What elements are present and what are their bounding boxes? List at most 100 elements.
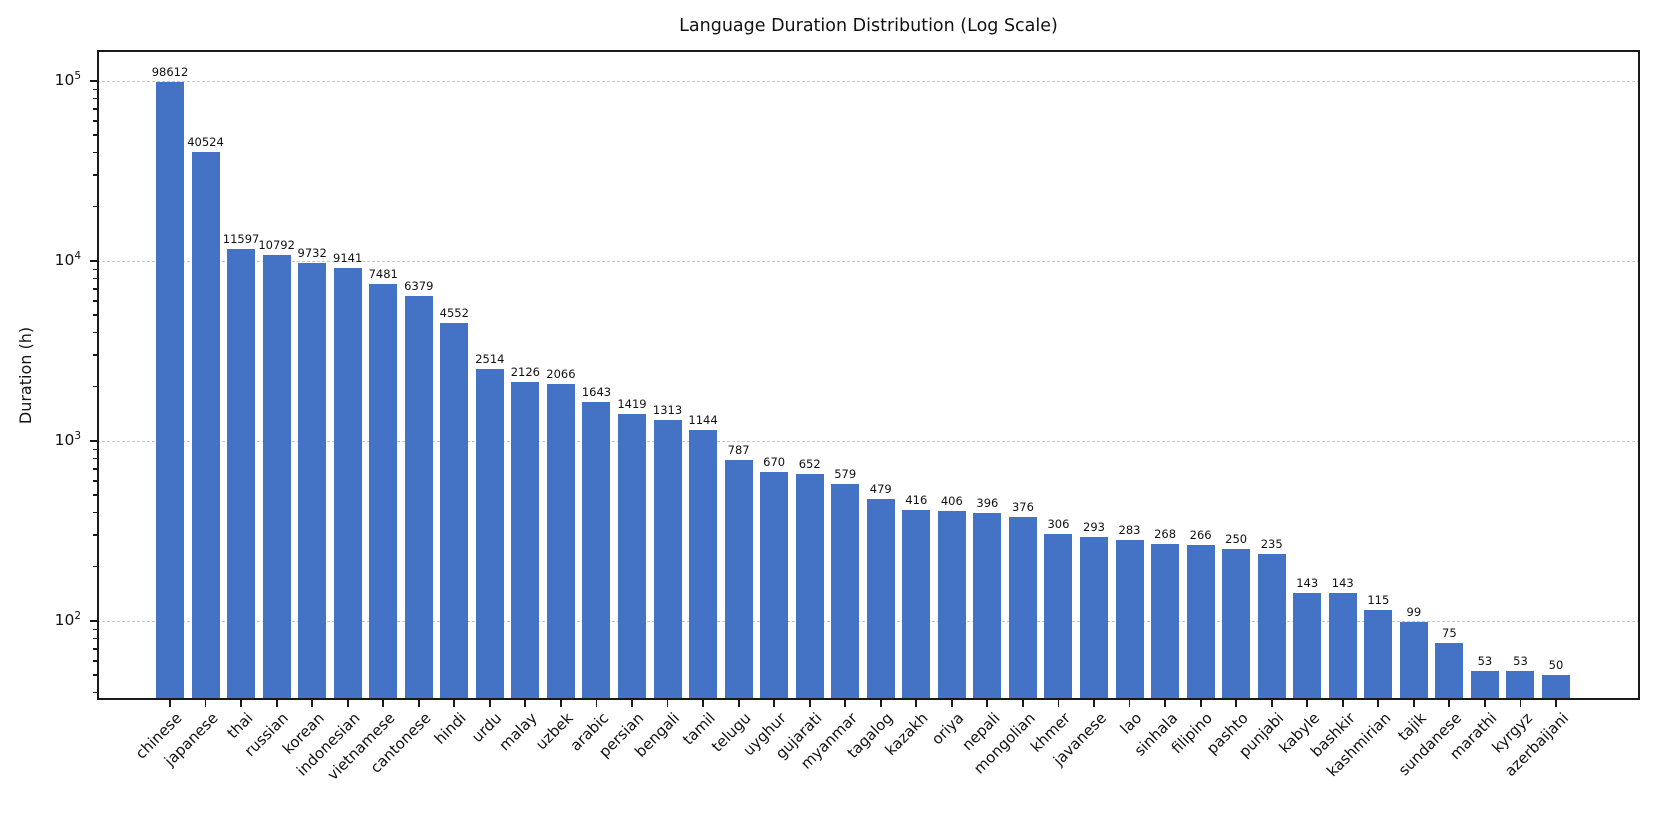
y-tick-major [90, 260, 97, 262]
y-tick-minor [93, 628, 97, 630]
bar-value-label: 40524 [187, 134, 224, 149]
bar [475, 368, 504, 700]
y-tick-minor [93, 288, 97, 290]
y-axis-label-wrap: Duration (h) [14, 50, 38, 700]
y-tick-label: 103 [54, 429, 81, 450]
bar-value-label: 10792 [258, 238, 295, 253]
bar-value-label: 75 [1442, 626, 1457, 641]
bar [546, 384, 575, 700]
y-tick-minor [93, 534, 97, 536]
y-tick-minor [93, 566, 97, 568]
x-tick [1377, 700, 1380, 707]
x-tick [169, 700, 171, 707]
x-tick [702, 700, 704, 707]
x-tick [666, 700, 669, 707]
bar [866, 498, 895, 700]
bar-value-label: 9732 [297, 246, 327, 261]
x-tick [1164, 700, 1166, 707]
bar-value-label: 396 [976, 496, 999, 511]
bar-value-label: 1313 [652, 402, 683, 417]
x-tick [1235, 700, 1238, 707]
bar [973, 513, 1002, 700]
x-tick-label: malay [495, 709, 542, 755]
bar [1328, 593, 1357, 700]
bar-value-label: 99 [1406, 604, 1422, 619]
bar-value-label: 53 [1477, 653, 1493, 668]
y-tick-label: 102 [54, 609, 81, 630]
bar-value-label: 406 [940, 494, 963, 509]
bar-value-label: 4552 [439, 305, 469, 320]
bar [1364, 610, 1393, 700]
bar [1186, 544, 1215, 700]
bar [1542, 675, 1570, 700]
y-tick-minor [93, 480, 97, 482]
x-tick [1341, 700, 1344, 707]
x-tick [240, 700, 242, 707]
bar-value-label: 1144 [688, 413, 718, 428]
bar [511, 382, 540, 700]
bar-value-label: 787 [727, 442, 750, 457]
bar-value-label: 283 [1118, 522, 1141, 537]
x-tick [1128, 700, 1131, 707]
bar [795, 474, 824, 700]
y-tick-minor [93, 120, 97, 122]
y-tick-minor [93, 468, 97, 470]
bar-value-label: 6379 [404, 279, 434, 294]
x-tick [382, 700, 385, 707]
bar-value-label: 479 [869, 481, 892, 496]
x-tick-label: lao [1116, 709, 1146, 738]
bar-value-label: 50 [1548, 658, 1564, 673]
x-tick [275, 700, 278, 707]
bar [298, 263, 327, 700]
y-tick-minor [93, 134, 97, 136]
bar [1293, 593, 1322, 700]
bar-value-label: 11597 [222, 232, 260, 247]
y-tick-minor [93, 511, 97, 514]
x-tick [311, 700, 314, 707]
x-tick [1022, 700, 1024, 707]
bar [831, 483, 860, 700]
y-tick-label: 105 [54, 69, 81, 90]
x-tick [950, 700, 953, 707]
x-tick [808, 700, 811, 707]
bar-value-label: 115 [1367, 593, 1390, 608]
x-tick [1448, 700, 1451, 707]
y-tick-minor [93, 386, 97, 388]
bar-value-label: 306 [1047, 516, 1070, 531]
y-tick-minor [93, 494, 97, 496]
x-tick-label: hindi [431, 709, 471, 748]
y-tick-minor [93, 88, 97, 90]
bar [262, 255, 291, 700]
y-grid-line [97, 80, 1640, 82]
bar [227, 249, 256, 700]
bar [724, 459, 753, 700]
y-tick-minor [93, 637, 97, 640]
x-tick [595, 700, 598, 707]
y-tick-minor [93, 660, 97, 662]
bar-value-label: 7481 [368, 266, 398, 281]
bar-value-label: 250 [1225, 532, 1248, 547]
x-tick [1519, 700, 1522, 707]
bar [404, 296, 433, 700]
bar [1008, 517, 1037, 700]
bar-value-label: 266 [1189, 527, 1212, 542]
bar-value-label: 2126 [510, 365, 541, 380]
x-tick [417, 700, 420, 707]
x-tick [346, 700, 349, 707]
x-tick [1412, 700, 1415, 707]
bar [653, 419, 682, 700]
bar [1115, 539, 1144, 700]
bar [369, 283, 398, 700]
bar-value-label: 376 [1011, 500, 1034, 515]
bar [1151, 543, 1180, 700]
bar-value-label: 9141 [333, 250, 363, 265]
x-tick [844, 700, 847, 707]
x-tick [879, 700, 882, 707]
y-tick-minor [93, 354, 97, 356]
bar-value-label: 268 [1154, 526, 1177, 541]
plot-area: 102 103 104 105 98612 chinese 40524 japanese 115… [55, 50, 1640, 784]
bar [1257, 554, 1286, 700]
y-grid-line [97, 260, 1640, 262]
bar-value-label: 143 [1296, 576, 1319, 591]
